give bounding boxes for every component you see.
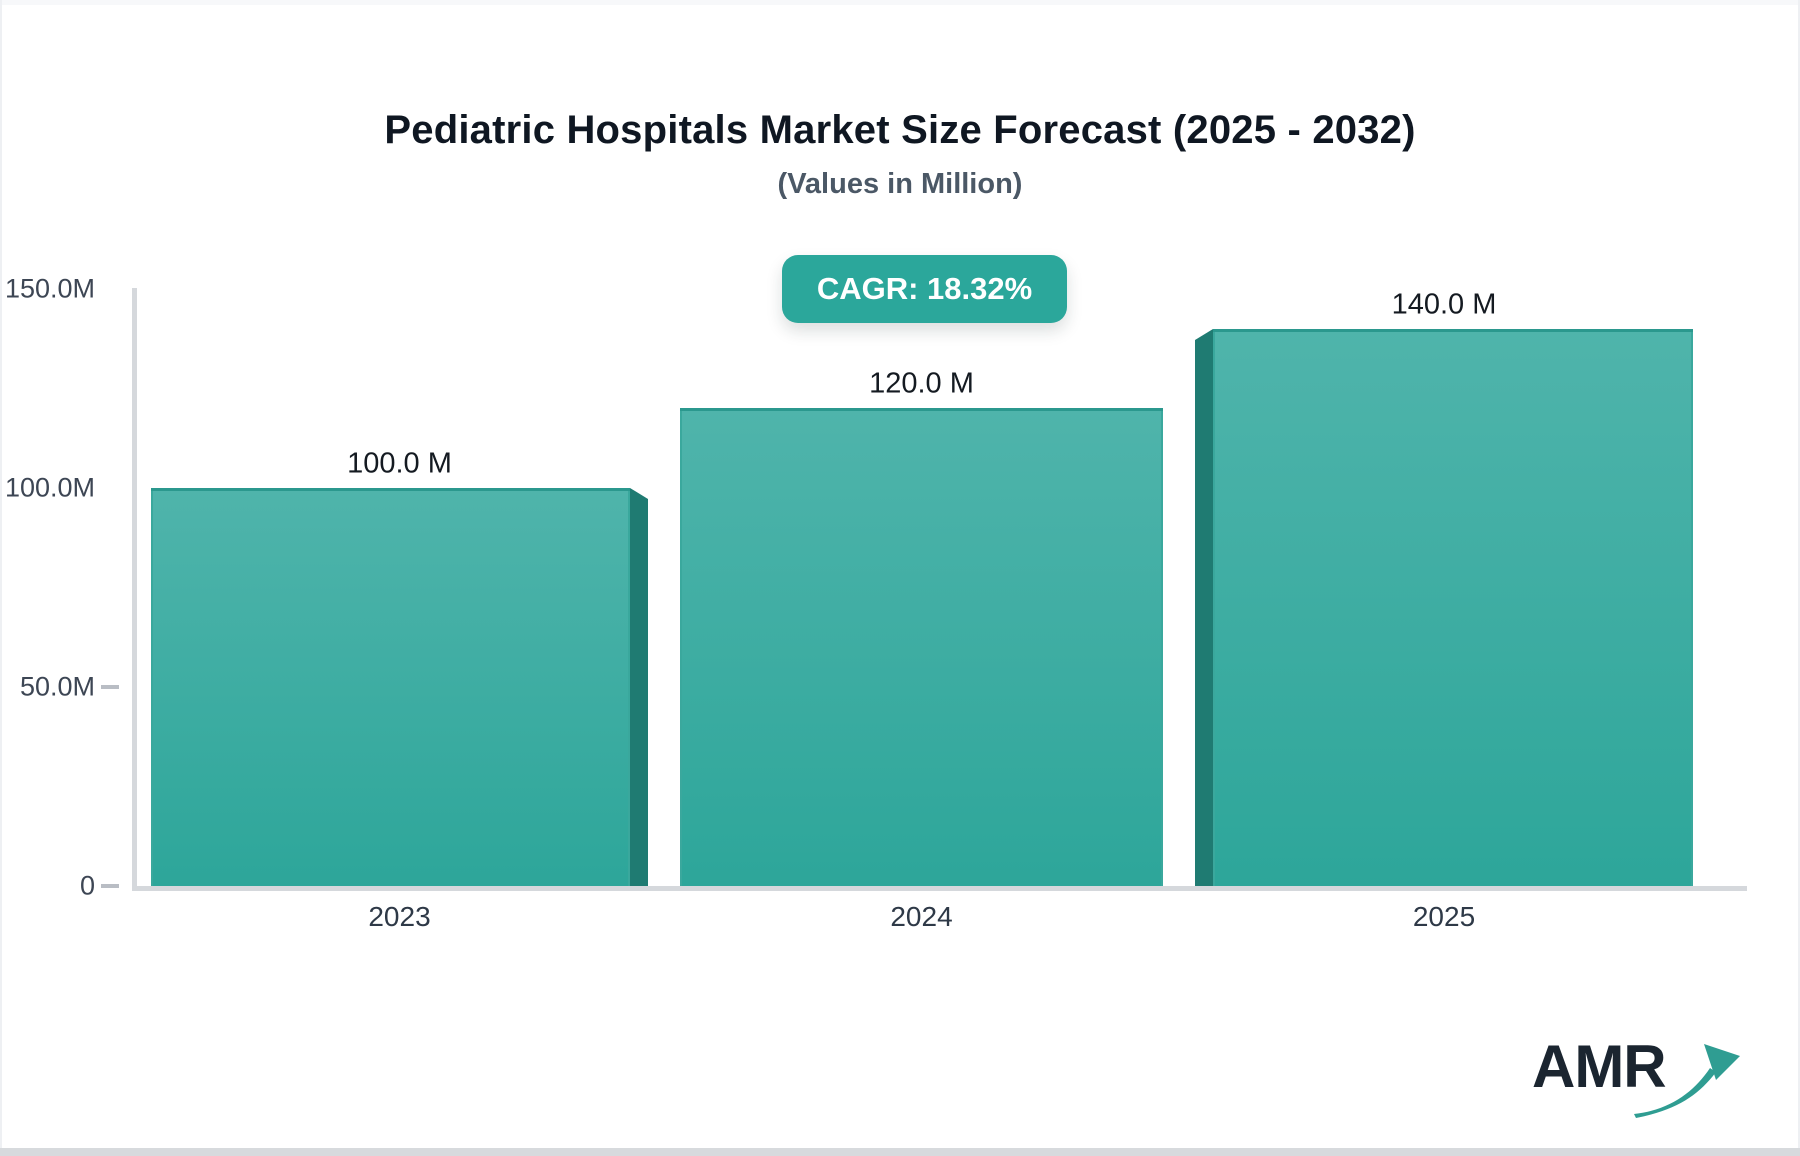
category-label-2023: 2023 xyxy=(368,901,431,932)
cagr-badge: CAGR: 18.32% xyxy=(782,255,1067,323)
bar-2023-bevel xyxy=(630,488,648,886)
amr-logo: AMR xyxy=(1532,1032,1740,1122)
bar-2024 xyxy=(680,408,1163,886)
x-axis-baseline xyxy=(132,886,1747,891)
chart-subtitle: (Values in Million) xyxy=(777,168,1023,200)
frame-top-border xyxy=(0,0,1800,5)
y-axis-tick-dash xyxy=(101,884,119,888)
frame-right-border xyxy=(1798,0,1800,1156)
frame-bottom-border xyxy=(0,1148,1800,1156)
y-axis-label-100.0M: 100.0M xyxy=(4,472,95,503)
category-label-2025: 2025 xyxy=(1412,901,1476,932)
amr-logo-text: AMR xyxy=(1532,1033,1667,1100)
y-axis-line xyxy=(132,288,137,891)
y-axis-label-0: 0 xyxy=(79,870,95,901)
bar-2025-bevel xyxy=(1195,329,1213,886)
y-axis-tick-dash xyxy=(101,685,119,689)
category-label-2024: 2024 xyxy=(890,901,953,932)
chart-title: Pediatric Hospitals Market Size Forecast… xyxy=(384,108,1416,152)
y-axis-label-50.0M: 50.0M xyxy=(19,671,95,702)
value-label-2024: 120.0 M xyxy=(869,367,974,400)
bar-2025 xyxy=(1213,329,1693,886)
value-label-2025: 140.0 M xyxy=(1391,288,1497,321)
frame-left-border xyxy=(0,0,2,1156)
amr-logo-arrow-icon xyxy=(1634,1044,1740,1118)
y-axis-label-150.0M: 150.0M xyxy=(4,273,95,304)
bar-2023 xyxy=(151,488,630,886)
value-label-2023: 100.0 M xyxy=(347,447,452,480)
